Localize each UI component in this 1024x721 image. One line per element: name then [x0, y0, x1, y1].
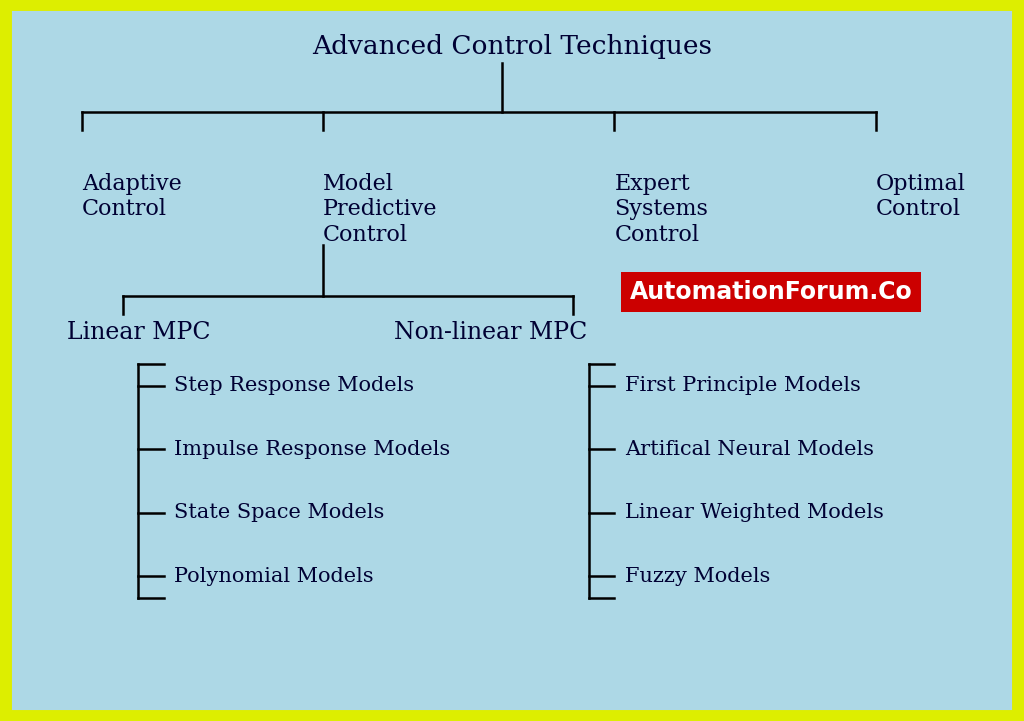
- Text: Adaptive
Control: Adaptive Control: [82, 173, 181, 221]
- Text: First Principle Models: First Principle Models: [625, 376, 860, 395]
- Text: Optimal
Control: Optimal Control: [876, 173, 966, 221]
- Text: Step Response Models: Step Response Models: [174, 376, 414, 395]
- Text: Linear MPC: Linear MPC: [67, 321, 210, 344]
- Text: Advanced Control Techniques: Advanced Control Techniques: [312, 35, 712, 59]
- Text: Fuzzy Models: Fuzzy Models: [625, 567, 770, 585]
- Text: Polynomial Models: Polynomial Models: [174, 567, 374, 585]
- Text: Non-linear MPC: Non-linear MPC: [394, 321, 588, 344]
- Text: Linear Weighted Models: Linear Weighted Models: [625, 503, 884, 522]
- Text: Expert
Systems
Control: Expert Systems Control: [614, 173, 709, 246]
- Text: Impulse Response Models: Impulse Response Models: [174, 440, 451, 459]
- Text: Model
Predictive
Control: Model Predictive Control: [323, 173, 437, 246]
- Text: AutomationForum.Co: AutomationForum.Co: [630, 280, 912, 304]
- Text: State Space Models: State Space Models: [174, 503, 384, 522]
- Text: Artifical Neural Models: Artifical Neural Models: [625, 440, 873, 459]
